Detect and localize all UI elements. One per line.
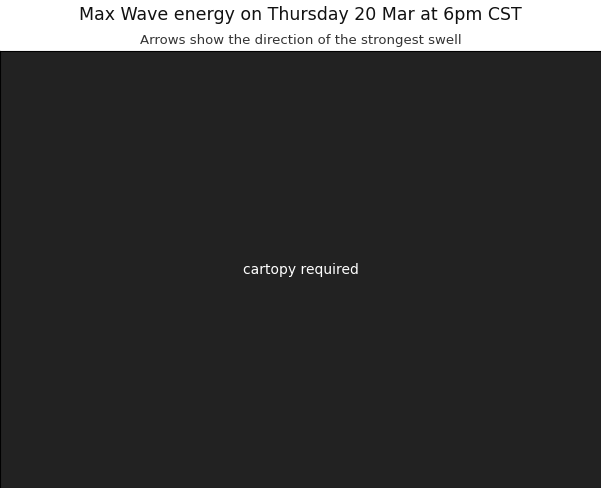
Text: Max Wave energy on Thursday 20 Mar at 6pm CST: Max Wave energy on Thursday 20 Mar at 6p… [79, 6, 522, 24]
Text: cartopy required: cartopy required [243, 263, 358, 277]
Text: Arrows show the direction of the strongest swell: Arrows show the direction of the stronge… [139, 35, 462, 47]
